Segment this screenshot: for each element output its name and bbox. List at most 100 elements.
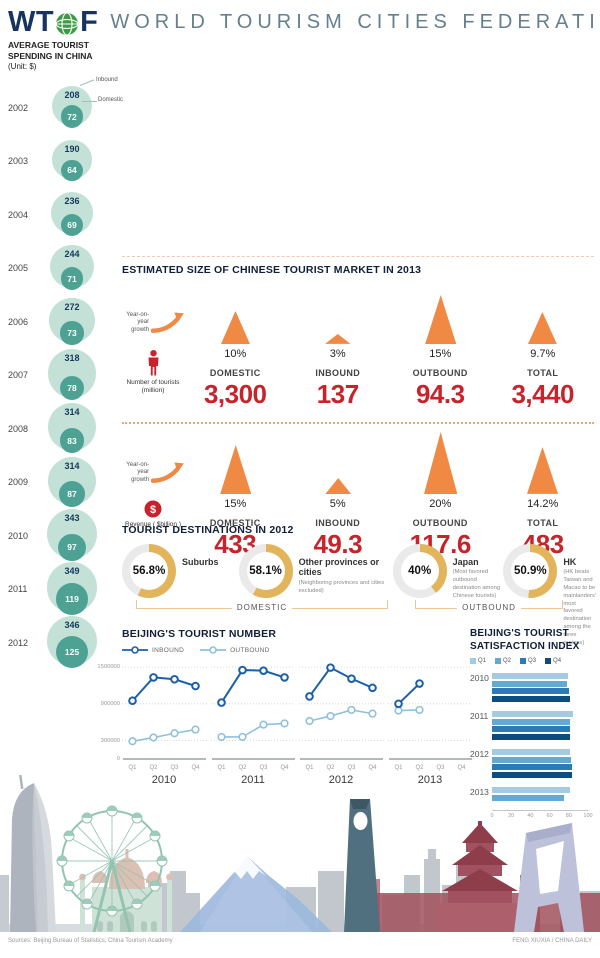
inbound-bubble: 190 64 bbox=[52, 139, 92, 182]
metric-value: 49.3 bbox=[313, 529, 363, 559]
line-chart-panel-2013: Q1 Q2 Q3 Q4 2013 bbox=[387, 666, 472, 786]
growth-triangle bbox=[424, 282, 456, 344]
svg-text:Q2: Q2 bbox=[149, 765, 158, 771]
mount-fuji bbox=[180, 857, 332, 932]
year-label: 2012 bbox=[8, 637, 29, 648]
bar-row: 80.95 bbox=[492, 718, 588, 727]
shanghai-tower bbox=[344, 799, 380, 932]
market-row: Year-on-year growth $ Revenue ( $billion )… bbox=[122, 426, 594, 572]
domestic-value: 125 bbox=[64, 646, 80, 657]
svg-text:Q4: Q4 bbox=[368, 765, 377, 771]
satisfaction-bar bbox=[492, 673, 568, 679]
satisfaction-group-2010: 201079.0378.5079.7281.53 bbox=[470, 673, 598, 703]
growth-value: 14.2% bbox=[527, 498, 559, 510]
bar-value: 83.58 bbox=[590, 765, 600, 770]
growth-triangle bbox=[324, 432, 351, 494]
spending-year-row: 2002 208 72 Inbound Domestic bbox=[8, 77, 123, 135]
bar-value: 80.95 bbox=[590, 720, 600, 725]
metric: Number of tourists (million) bbox=[122, 350, 184, 395]
metric-value: 3,300 bbox=[203, 379, 267, 409]
svg-text:Q3: Q3 bbox=[347, 765, 356, 771]
market-row-side: Year-on-year growth $ Revenue ( $billion ) bbox=[122, 432, 184, 560]
y-tick-label: 1500000 bbox=[97, 664, 120, 670]
satisfaction-group-2012: 201281.4082.3083.5883.65 bbox=[470, 749, 598, 779]
destination-label: Japan bbox=[452, 557, 479, 567]
tourist-number-heading: BEIJING'S TOURIST NUMBER bbox=[122, 628, 277, 640]
destination-text: Japan (Most favored outbound destination … bbox=[453, 544, 504, 647]
svg-text:Q4: Q4 bbox=[191, 765, 200, 771]
donut-chart: 56.8% bbox=[122, 544, 176, 598]
bracket-row: DOMESTIC OUTBOUND bbox=[122, 600, 596, 620]
svg-text:Q1: Q1 bbox=[394, 765, 403, 771]
market-category: 9.7% TOTAL 3,440 bbox=[492, 282, 595, 410]
bubble-legend-inbound: Inbound bbox=[96, 77, 118, 84]
x-tick-label: 0 bbox=[490, 813, 494, 819]
year-label: 2010 bbox=[470, 673, 489, 683]
svg-text:2012: 2012 bbox=[329, 774, 353, 786]
svg-text:Q1: Q1 bbox=[128, 765, 137, 771]
category-label: TOTAL bbox=[527, 368, 559, 378]
bar-row: 81.40 bbox=[492, 749, 588, 757]
bar-value: 80.97 bbox=[590, 788, 600, 793]
satisfaction-bar bbox=[492, 688, 569, 694]
domestic-value: 72 bbox=[67, 111, 77, 122]
wtcf-logo: WT F bbox=[8, 6, 98, 39]
metric: $ Revenue ( $billion ) bbox=[122, 500, 184, 529]
inbound-value: 272 bbox=[64, 301, 80, 312]
inbound-bubble: 314 87 bbox=[48, 456, 96, 507]
bar-row: 81.53 bbox=[492, 695, 588, 704]
domestic-value: 78 bbox=[67, 382, 77, 393]
domestic-value: 87 bbox=[67, 488, 77, 499]
spending-title: AVERAGE TOURIST SPENDING IN CHINA bbox=[8, 40, 93, 62]
inbound-value: 236 bbox=[64, 195, 80, 206]
growth-triangle bbox=[423, 432, 457, 494]
growth-value: 10% bbox=[224, 348, 247, 360]
destination-note: (Neighboring provinces and cities exclud… bbox=[298, 579, 385, 594]
inbound-bubble: 236 69 bbox=[50, 191, 94, 237]
year-label: 2013 bbox=[470, 787, 489, 797]
bar-row: 84.06 bbox=[492, 711, 588, 719]
inbound-bubble: 272 73 bbox=[49, 297, 95, 345]
bar-row: 81.61 bbox=[492, 733, 588, 742]
domestic-bracket-label: DOMESTIC bbox=[231, 604, 293, 612]
destination-label: Other provinces or cities bbox=[298, 557, 380, 578]
temple-of-heaven bbox=[438, 821, 522, 932]
inbound-bubble: 208 72 bbox=[51, 85, 93, 129]
year-label: 2003 bbox=[8, 156, 29, 167]
satisfaction-group-2013: 201380.9775.28 bbox=[470, 787, 598, 802]
market-row-side: Year-on-year growth Number of tourists (m… bbox=[122, 282, 184, 410]
inbound-value: 208 bbox=[64, 89, 80, 100]
growth-triangle bbox=[219, 432, 251, 494]
inbound-bubble: 244 71 bbox=[50, 245, 94, 291]
destinations-panel: TOURIST DESTINATIONS IN 2012 56.8% Suburb… bbox=[122, 524, 596, 647]
domestic-bubble: 83 bbox=[59, 428, 85, 454]
growth-value: 15% bbox=[224, 498, 247, 510]
svg-text:Q4: Q4 bbox=[457, 765, 466, 771]
outbound-legend-marker bbox=[200, 646, 227, 654]
growth-arrow-icon bbox=[151, 312, 184, 333]
domestic-bubble: 125 bbox=[55, 635, 89, 669]
donut-chart: 50.9% bbox=[503, 544, 558, 598]
inbound-value: 318 bbox=[64, 353, 80, 364]
x-tick-label: 60 bbox=[546, 813, 553, 819]
line-chart-panel-2010: Q1 Q2 Q3 Q4 2010 bbox=[122, 666, 207, 786]
growth-value: 5% bbox=[329, 498, 346, 510]
bar-value: 78.50 bbox=[590, 682, 600, 687]
bar-row: 79.72 bbox=[492, 688, 588, 696]
leader-line bbox=[82, 101, 97, 103]
svg-text:Q1: Q1 bbox=[305, 765, 314, 771]
growth-triangle bbox=[527, 432, 559, 494]
satisfaction-chart: BEIJING'S TOURIST SATISFACTION INDEX Q1 Q… bbox=[470, 628, 598, 821]
spending-year-row: 2007 318 78 bbox=[8, 349, 120, 403]
satisfaction-bar bbox=[492, 787, 570, 793]
year-label: 2009 bbox=[8, 477, 29, 488]
dollar-icon: $ bbox=[144, 500, 162, 518]
tourist-number-panels: 1500000 900000 300000 0 Q1 Q2 Q3 Q4 2010 Q1 Q2 Q3 Q… bbox=[97, 663, 472, 787]
satisfaction-x-axis: 0 20 40 60 80 100 bbox=[490, 810, 593, 821]
inbound-bubble: 349 119 bbox=[46, 562, 98, 615]
line-chart-panel-2012: Q1 Q2 Q3 Q4 2012 bbox=[299, 663, 384, 786]
spending-year-row: 2005 244 71 bbox=[8, 242, 120, 296]
donut-chart: 58.1% bbox=[238, 544, 293, 598]
bar-row: 82.30 bbox=[492, 756, 588, 765]
destination-item: 56.8% Suburbs bbox=[122, 544, 239, 647]
